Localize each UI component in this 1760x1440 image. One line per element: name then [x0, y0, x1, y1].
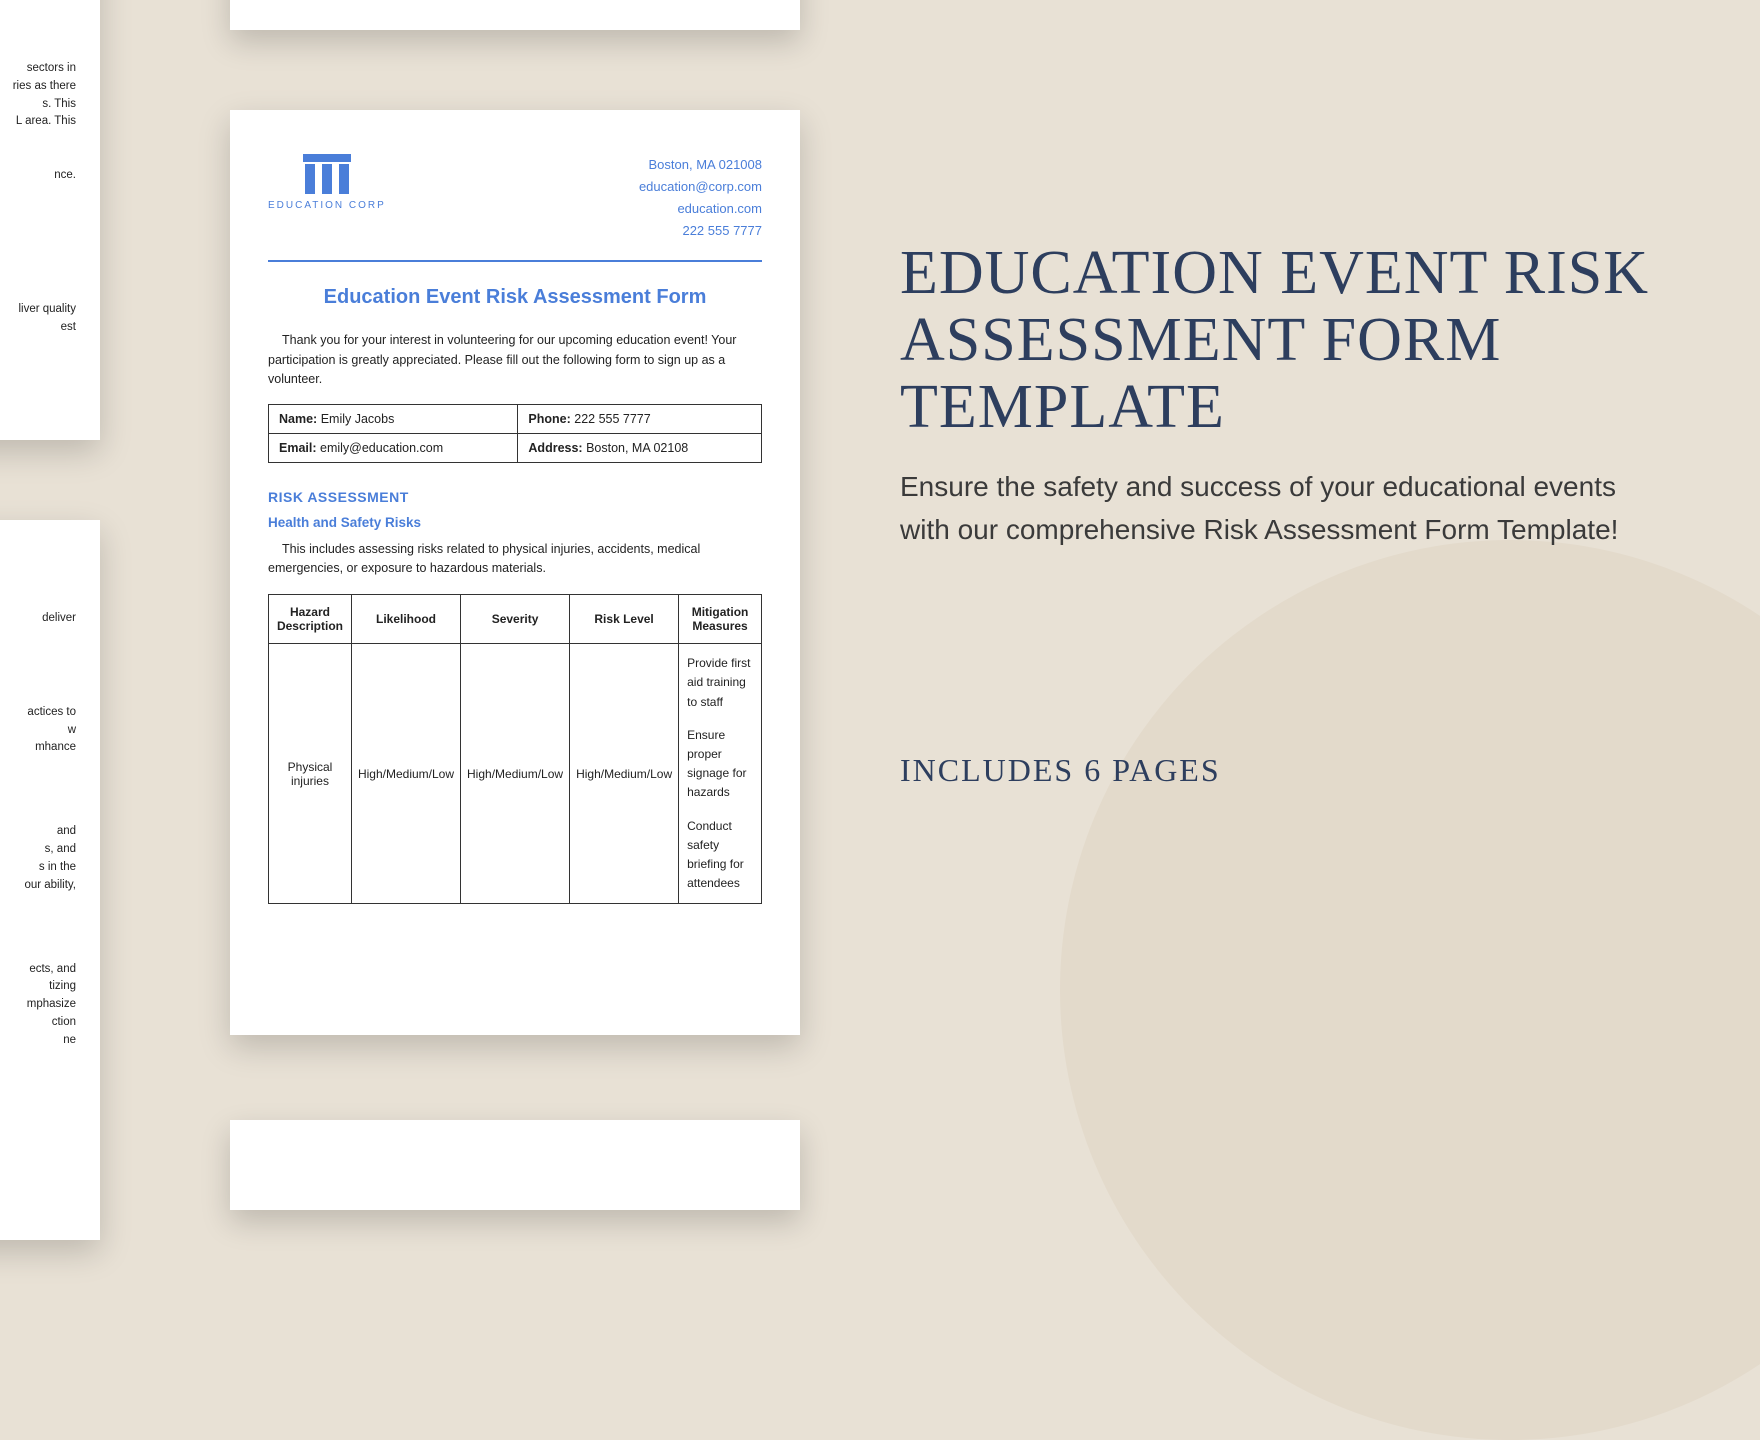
partial-page-bottom	[230, 1120, 800, 1210]
contact-phone: 222 555 7777	[639, 220, 762, 242]
cell-likelihood: High/Medium/Low	[351, 644, 460, 904]
document-title: Education Event Risk Assessment Form	[268, 286, 762, 309]
side-text-fragment: liver quality est	[0, 301, 76, 337]
contact-block: Boston, MA 021008 education@corp.com edu…	[639, 154, 762, 242]
document-header: EDUCATION CORP Boston, MA 021008 educati…	[268, 154, 762, 242]
cell-risk: High/Medium/Low	[570, 644, 679, 904]
side-text-fragment: actices to w mhance	[0, 704, 76, 757]
risk-assessment-table: Hazard Description Likelihood Severity R…	[268, 594, 762, 904]
table-row: Name: Emily Jacobs Phone: 222 555 7777	[269, 404, 762, 433]
partial-page-left-top: sectors in ries as there s. This L area.…	[0, 0, 100, 440]
side-text-fragment: deliver	[0, 610, 76, 628]
columns-logo-icon	[303, 154, 351, 194]
intro-paragraph: Thank you for your interest in volunteer…	[268, 331, 762, 389]
side-text-fragment: sectors in ries as there s. This L area.…	[0, 60, 76, 131]
email-cell: Email: emily@education.com	[269, 433, 518, 462]
volunteer-info-table: Name: Emily Jacobs Phone: 222 555 7777 E…	[268, 404, 762, 463]
side-text-fragment: ects, and tizing mphasize ction ne	[0, 961, 76, 1050]
mitigation-item: Ensure proper signage for hazards	[687, 726, 753, 803]
table-row: Physical injuries High/Medium/Low High/M…	[269, 644, 762, 904]
cell-hazard: Physical injuries	[269, 644, 352, 904]
table-row: Email: emily@education.com Address: Bost…	[269, 433, 762, 462]
cell-mitigation: Provide first aid training to staff Ensu…	[679, 644, 762, 904]
mitigation-item: Conduct safety briefing for attendees	[687, 817, 753, 894]
sub-heading: Health and Safety Risks	[268, 515, 762, 530]
col-severity: Severity	[461, 595, 570, 644]
logo-text: EDUCATION CORP	[268, 200, 386, 211]
promo-title: EDUCATION EVENT RISK ASSESSMENT FORM TEM…	[900, 240, 1680, 441]
col-likelihood: Likelihood	[351, 595, 460, 644]
divider	[268, 260, 762, 262]
address-cell: Address: Boston, MA 02108	[518, 433, 762, 462]
partial-page-top	[230, 0, 800, 30]
promo-subtitle: Ensure the safety and success of your ed…	[900, 465, 1620, 552]
contact-email: education@corp.com	[639, 176, 762, 198]
mitigation-item: Provide first aid training to staff	[687, 654, 753, 712]
section-paragraph: This includes assessing risks related to…	[268, 540, 762, 579]
section-heading: RISK ASSESSMENT	[268, 489, 762, 505]
col-hazard: Hazard Description	[269, 595, 352, 644]
side-text-fragment: nce.	[0, 167, 76, 185]
partial-page-left-bottom: deliver actices to w mhance and s, and s…	[0, 520, 100, 1240]
logo-block: EDUCATION CORP	[268, 154, 386, 211]
col-mitigation: Mitigation Measures	[679, 595, 762, 644]
pages-stack: sectors in ries as there s. This L area.…	[0, 0, 880, 1140]
contact-address: Boston, MA 021008	[639, 154, 762, 176]
promo-pages-label: INCLUDES 6 PAGES	[900, 752, 1680, 789]
phone-cell: Phone: 222 555 7777	[518, 404, 762, 433]
col-risk-level: Risk Level	[570, 595, 679, 644]
promo-panel: EDUCATION EVENT RISK ASSESSMENT FORM TEM…	[900, 240, 1680, 789]
cell-severity: High/Medium/Low	[461, 644, 570, 904]
document-page-main: EDUCATION CORP Boston, MA 021008 educati…	[230, 110, 800, 1035]
contact-website: education.com	[639, 198, 762, 220]
table-header-row: Hazard Description Likelihood Severity R…	[269, 595, 762, 644]
side-text-fragment: and s, and s in the our ability,	[0, 823, 76, 894]
name-cell: Name: Emily Jacobs	[269, 404, 518, 433]
